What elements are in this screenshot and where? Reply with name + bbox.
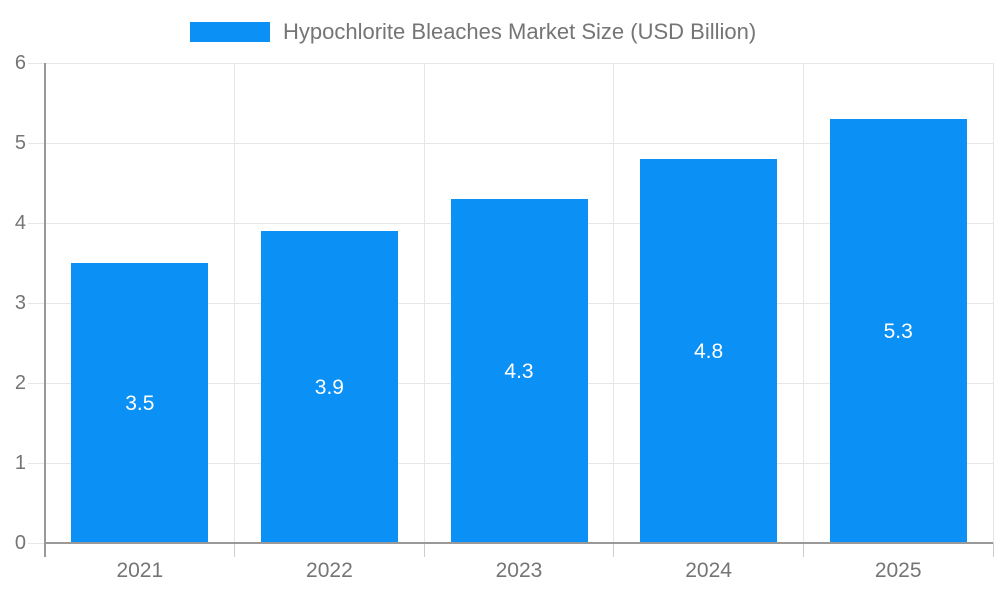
bar-value-label: 4.3 <box>504 359 534 383</box>
y-axis-label: 4 <box>14 212 26 234</box>
bar-2023[interactable]: 4.3 <box>450 199 588 543</box>
gridline-horizontal <box>28 62 993 64</box>
x-axis-label: 2022 <box>306 559 353 582</box>
gridline-vertical <box>992 63 994 543</box>
x-axis-label: 2024 <box>685 559 732 582</box>
x-axis-tick <box>802 543 804 557</box>
bar-2024[interactable]: 4.8 <box>640 159 778 543</box>
chart-legend: Hypochlorite Bleaches Market Size (USD B… <box>190 19 757 44</box>
y-axis-label: 2 <box>14 372 26 394</box>
y-axis-label: 0 <box>14 532 26 554</box>
bar-2025[interactable]: 5.3 <box>829 119 967 543</box>
x-axis-label: 2021 <box>116 559 164 582</box>
gridline-vertical <box>613 63 615 543</box>
legend-label: Hypochlorite Bleaches Market Size (USD B… <box>283 19 757 44</box>
gridline-vertical <box>234 63 236 543</box>
bar-value-label: 4.8 <box>693 339 724 363</box>
bar-value-label: 3.9 <box>314 375 344 399</box>
x-axis-line <box>45 542 993 544</box>
y-axis-label: 6 <box>14 52 26 74</box>
legend-swatch <box>190 22 270 42</box>
gridline-vertical <box>802 63 804 543</box>
x-axis-label: 2023 <box>495 559 543 582</box>
y-axis-line <box>44 63 46 557</box>
bar-2022[interactable]: 3.9 <box>260 231 398 543</box>
bar-value-label: 3.5 <box>125 391 155 415</box>
x-axis-tick <box>423 543 425 557</box>
x-axis-tick <box>613 543 615 557</box>
x-axis-label: 2025 <box>874 559 922 582</box>
x-axis-tick <box>992 543 994 557</box>
x-axis-tick <box>234 543 236 557</box>
y-axis-label: 5 <box>14 132 26 154</box>
y-axis-label: 1 <box>14 452 26 474</box>
gridline-vertical <box>423 63 425 543</box>
bar-2021[interactable]: 3.5 <box>71 263 209 543</box>
bar-value-label: 5.3 <box>883 319 913 343</box>
y-axis-label: 3 <box>14 292 26 314</box>
gridline-horizontal <box>28 142 993 144</box>
